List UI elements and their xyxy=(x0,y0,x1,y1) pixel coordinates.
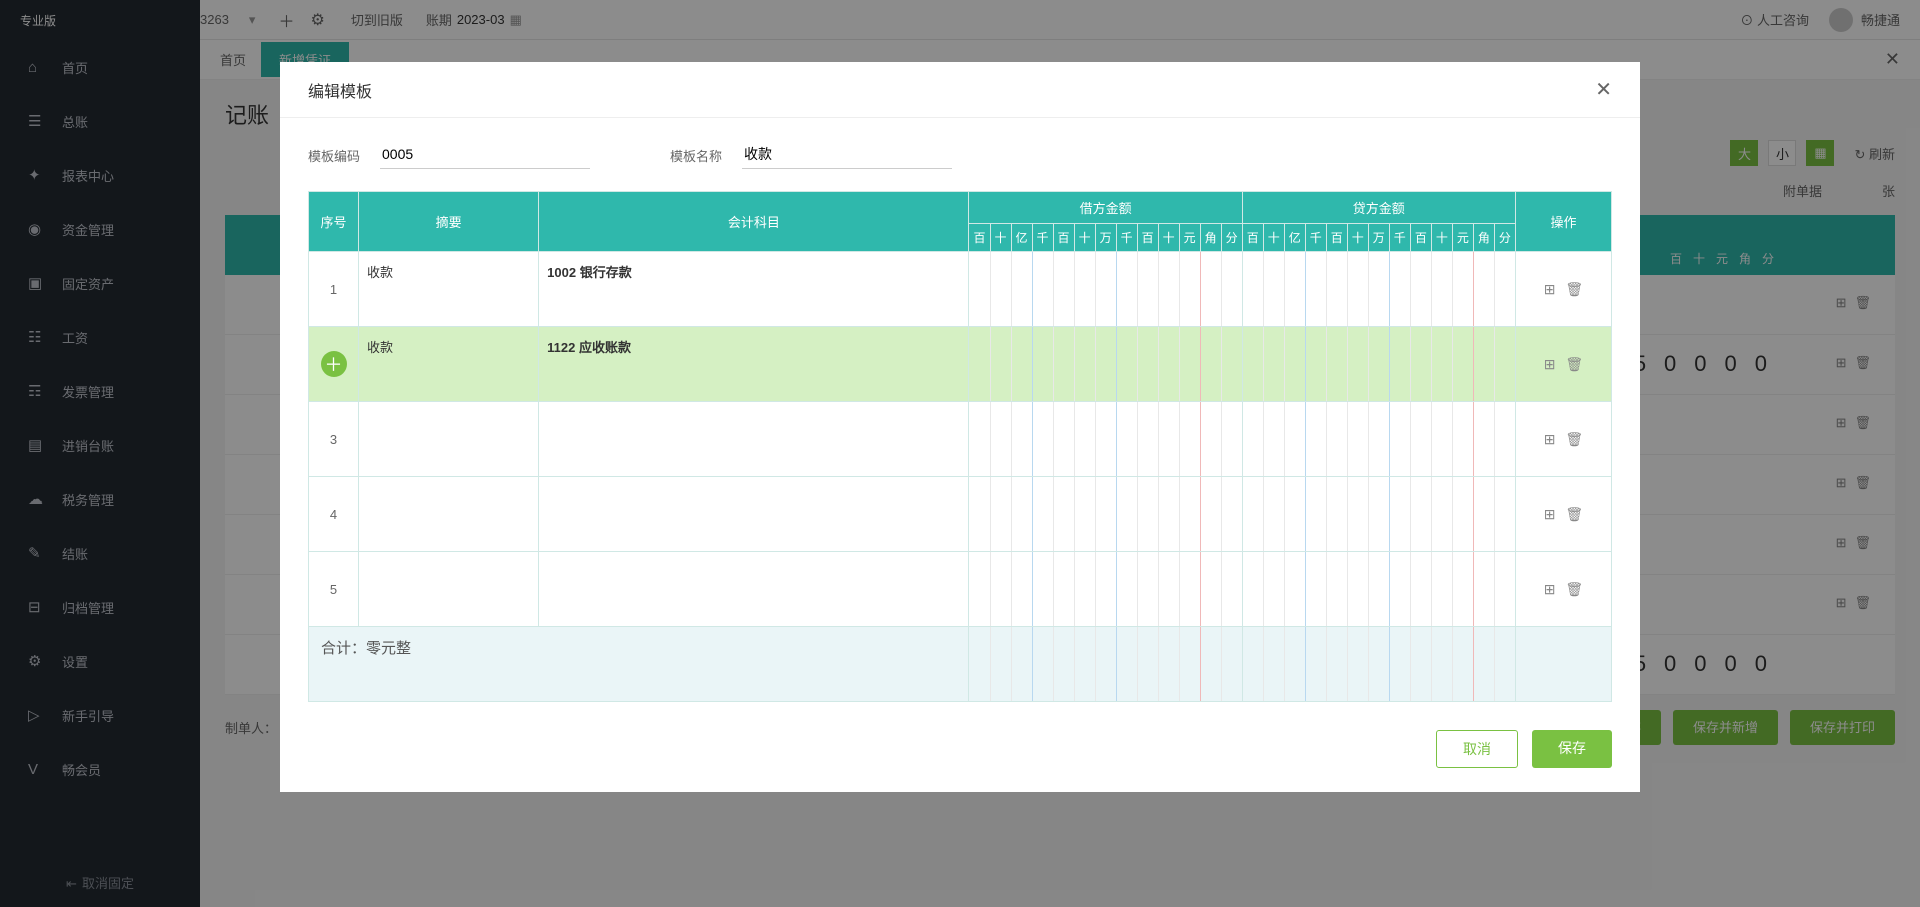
digit-header: 分 xyxy=(1494,224,1515,252)
digit-header: 角 xyxy=(1473,224,1494,252)
digit-header: 百 xyxy=(1410,224,1431,252)
copy-row-icon[interactable]: ⊞ xyxy=(1544,281,1556,297)
digit-header: 千 xyxy=(1305,224,1326,252)
digit-header: 百 xyxy=(1242,224,1263,252)
row-seq: ＋ xyxy=(309,327,359,402)
col-summary: 摘要 xyxy=(359,192,539,252)
copy-row-icon[interactable]: ⊞ xyxy=(1544,356,1556,372)
template-code-label: 模板编码 xyxy=(308,146,360,165)
save-button[interactable]: 保存 xyxy=(1532,730,1612,768)
debit-cell[interactable] xyxy=(969,477,1242,552)
add-row-button[interactable]: ＋ xyxy=(321,351,347,377)
digit-header: 万 xyxy=(1095,224,1116,252)
row-seq: 4 xyxy=(309,477,359,552)
template-code-input[interactable] xyxy=(380,142,590,169)
digit-header: 万 xyxy=(1368,224,1389,252)
digit-header: 元 xyxy=(1179,224,1200,252)
credit-cell[interactable] xyxy=(1242,477,1515,552)
row-account[interactable]: 1122 应收账款 xyxy=(539,327,969,402)
debit-cell[interactable] xyxy=(969,552,1242,627)
copy-row-icon[interactable]: ⊞ xyxy=(1544,506,1556,522)
digit-header: 千 xyxy=(1389,224,1410,252)
delete-row-icon[interactable]: 🗑 xyxy=(1565,356,1583,372)
template-name-input[interactable] xyxy=(742,142,952,169)
edit-template-modal: 编辑模板 ✕ 模板编码 模板名称 序号 摘要 会计科目 借方金额 贷方金额 xyxy=(280,62,1640,792)
credit-cell[interactable] xyxy=(1242,327,1515,402)
template-row[interactable]: ＋收款1122 应收账款⊞🗑 xyxy=(309,327,1612,402)
digit-header: 分 xyxy=(1221,224,1242,252)
template-row[interactable]: 4⊞🗑 xyxy=(309,477,1612,552)
template-row[interactable]: 3⊞🗑 xyxy=(309,402,1612,477)
template-row[interactable]: 1收款1002 银行存款⊞🗑 xyxy=(309,252,1612,327)
row-summary[interactable] xyxy=(359,402,539,477)
digit-header: 十 xyxy=(1158,224,1179,252)
row-seq: 3 xyxy=(309,402,359,477)
row-account[interactable] xyxy=(539,402,969,477)
digit-header: 十 xyxy=(1074,224,1095,252)
digit-header: 十 xyxy=(1431,224,1452,252)
row-actions: ⊞🗑 xyxy=(1515,477,1611,552)
col-credit: 贷方金额 xyxy=(1242,192,1515,224)
row-seq: 1 xyxy=(309,252,359,327)
debit-cell[interactable] xyxy=(969,402,1242,477)
digit-header: 元 xyxy=(1452,224,1473,252)
row-summary[interactable] xyxy=(359,477,539,552)
row-summary[interactable]: 收款 xyxy=(359,327,539,402)
copy-row-icon[interactable]: ⊞ xyxy=(1544,431,1556,447)
row-actions: ⊞🗑 xyxy=(1515,252,1611,327)
copy-row-icon[interactable]: ⊞ xyxy=(1544,581,1556,597)
cancel-button[interactable]: 取消 xyxy=(1436,730,1518,768)
sum-debit xyxy=(969,627,1242,702)
sum-row: 合计：零元整 xyxy=(309,627,1612,702)
digit-header: 亿 xyxy=(1284,224,1305,252)
digit-header: 十 xyxy=(990,224,1011,252)
row-account[interactable]: 1002 银行存款 xyxy=(539,252,969,327)
row-account[interactable] xyxy=(539,477,969,552)
digit-header: 千 xyxy=(1116,224,1137,252)
sum-credit xyxy=(1242,627,1515,702)
digit-header: 角 xyxy=(1200,224,1221,252)
sum-op xyxy=(1515,627,1611,702)
digit-header: 千 xyxy=(1032,224,1053,252)
row-summary[interactable]: 收款 xyxy=(359,252,539,327)
credit-cell[interactable] xyxy=(1242,552,1515,627)
template-row[interactable]: 5⊞🗑 xyxy=(309,552,1612,627)
sum-label: 合计：零元整 xyxy=(309,627,969,702)
row-account[interactable] xyxy=(539,552,969,627)
delete-row-icon[interactable]: 🗑 xyxy=(1565,431,1583,447)
row-summary[interactable] xyxy=(359,552,539,627)
col-debit: 借方金额 xyxy=(969,192,1242,224)
delete-row-icon[interactable]: 🗑 xyxy=(1565,281,1583,297)
row-seq: 5 xyxy=(309,552,359,627)
digit-header: 亿 xyxy=(1011,224,1032,252)
debit-cell[interactable] xyxy=(969,252,1242,327)
template-table: 序号 摘要 会计科目 借方金额 贷方金额 操作 百十亿千百十万千百十元角分百十亿… xyxy=(308,191,1612,702)
credit-cell[interactable] xyxy=(1242,402,1515,477)
digit-header: 百 xyxy=(969,224,990,252)
digit-header: 十 xyxy=(1347,224,1368,252)
close-icon[interactable]: ✕ xyxy=(1595,77,1612,102)
credit-cell[interactable] xyxy=(1242,252,1515,327)
row-actions: ⊞🗑 xyxy=(1515,327,1611,402)
digit-header: 百 xyxy=(1137,224,1158,252)
col-op: 操作 xyxy=(1515,192,1611,252)
row-actions: ⊞🗑 xyxy=(1515,552,1611,627)
modal-title: 编辑模板 xyxy=(308,78,372,102)
delete-row-icon[interactable]: 🗑 xyxy=(1565,506,1583,522)
col-account: 会计科目 xyxy=(539,192,969,252)
col-seq: 序号 xyxy=(309,192,359,252)
row-actions: ⊞🗑 xyxy=(1515,402,1611,477)
digit-header: 百 xyxy=(1053,224,1074,252)
debit-cell[interactable] xyxy=(969,327,1242,402)
digit-header: 十 xyxy=(1263,224,1284,252)
delete-row-icon[interactable]: 🗑 xyxy=(1565,581,1583,597)
digit-header: 百 xyxy=(1326,224,1347,252)
template-name-label: 模板名称 xyxy=(670,146,722,165)
